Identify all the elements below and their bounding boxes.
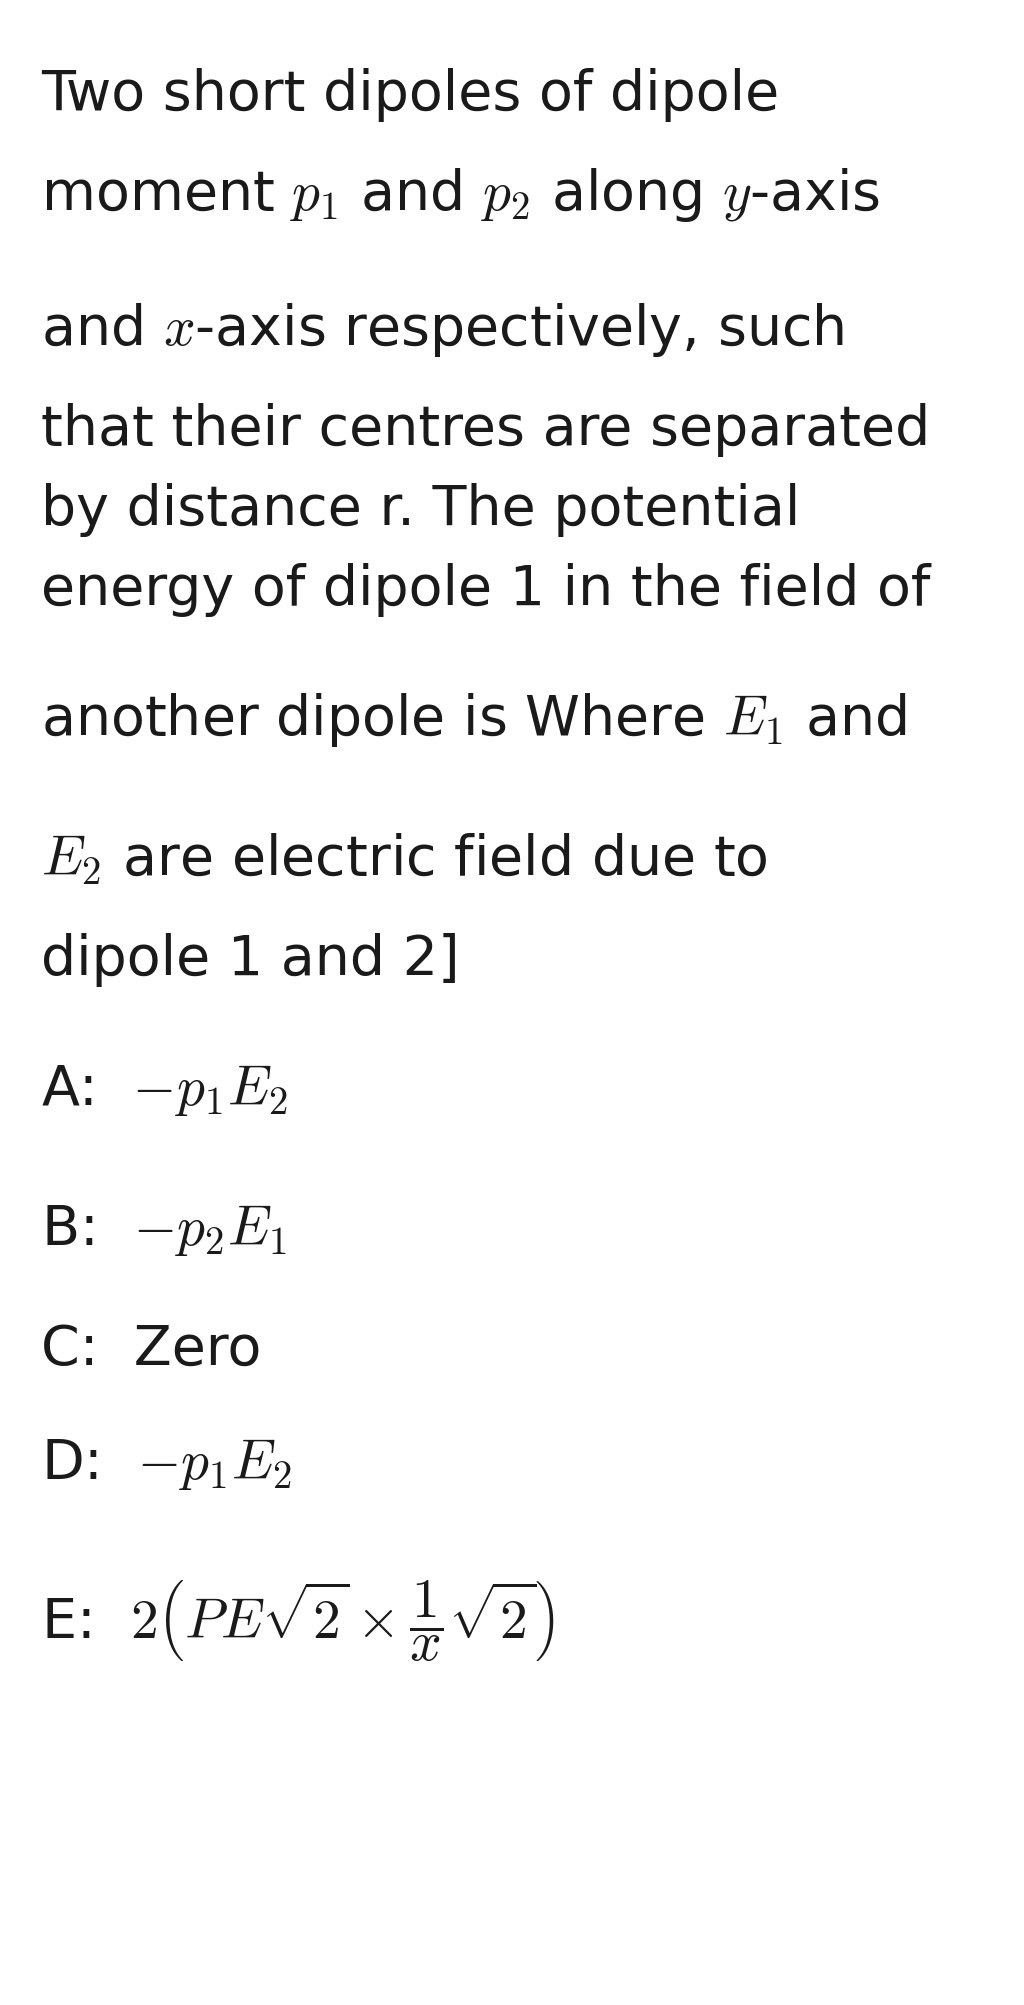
Text: dipole 1 and 2]: dipole 1 and 2] <box>41 932 460 986</box>
Text: $E_2$ are electric field due to: $E_2$ are electric field due to <box>41 832 768 888</box>
Text: and $x$-axis respectively, such: and $x$-axis respectively, such <box>41 301 844 359</box>
Text: energy of dipole 1 in the field of: energy of dipole 1 in the field of <box>41 563 931 618</box>
Text: that their centres are separated: that their centres are separated <box>41 403 930 457</box>
Text: E:  $2\left(PE\sqrt{2} \times \dfrac{1}{x}\sqrt{2}\right)$: E: $2\left(PE\sqrt{2} \times \dfrac{1}{x… <box>41 1578 555 1662</box>
Text: D:  $-p_1 E_2$: D: $-p_1 E_2$ <box>41 1438 292 1492</box>
Text: B:  $-p_2 E_1$: B: $-p_2 E_1$ <box>41 1203 287 1257</box>
Text: Two short dipoles of dipole: Two short dipoles of dipole <box>41 68 779 122</box>
Text: moment $p_1$ and $p_2$ along $y$-axis: moment $p_1$ and $p_2$ along $y$-axis <box>41 166 881 225</box>
Text: A:  $-p_1 E_2$: A: $-p_1 E_2$ <box>41 1063 288 1117</box>
Text: C:  Zero: C: Zero <box>41 1323 261 1377</box>
Text: another dipole is Where $E_1$ and: another dipole is Where $E_1$ and <box>41 692 906 750</box>
Text: by distance r. The potential: by distance r. The potential <box>41 483 801 537</box>
